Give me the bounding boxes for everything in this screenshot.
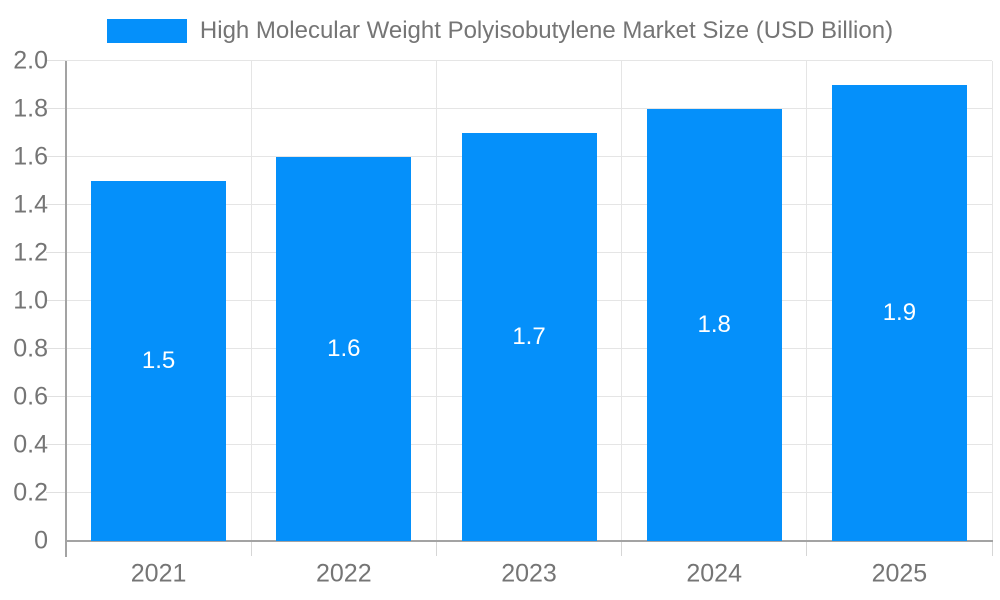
x-axis-label: 2023 <box>501 559 557 588</box>
bar[interactable] <box>646 109 782 541</box>
x-axis-tick <box>806 541 808 556</box>
y-axis-tick <box>46 396 66 397</box>
x-gridline <box>435 61 437 541</box>
y-axis-tick <box>46 300 66 301</box>
x-gridline <box>991 61 993 541</box>
y-axis-label: 1.4 <box>13 190 48 219</box>
bar[interactable] <box>831 85 967 541</box>
y-axis-label: 1.8 <box>13 94 48 123</box>
y-axis-tick <box>46 444 66 445</box>
y-axis-label: 1.2 <box>13 238 48 267</box>
x-gridline <box>621 61 623 541</box>
y-axis-tick <box>46 108 66 109</box>
y-axis-tick <box>46 348 66 349</box>
y-axis-label: 0.8 <box>13 334 48 363</box>
y-axis-tick <box>46 252 66 253</box>
bar-value-label: 1.7 <box>512 323 546 350</box>
bar-value-label: 1.9 <box>882 299 917 326</box>
x-gridline <box>806 61 808 541</box>
y-axis-label: 0 <box>34 526 48 555</box>
y-gridline <box>66 108 992 109</box>
chart-legend[interactable]: High Molecular Weight Polyisobutylene Ma… <box>0 17 1000 45</box>
bar[interactable] <box>276 157 412 541</box>
legend-swatch <box>106 19 187 43</box>
x-axis-tick <box>621 541 623 556</box>
y-axis-tick <box>46 156 66 157</box>
x-axis-label: 2025 <box>871 559 928 588</box>
x-axis-tick <box>991 541 993 556</box>
y-axis-line <box>65 61 67 557</box>
chart-title: High Molecular Weight Polyisobutylene Ma… <box>199 17 894 44</box>
x-axis-label: 2022 <box>315 559 372 588</box>
y-axis-tick <box>46 204 66 205</box>
x-axis-tick <box>435 541 437 556</box>
y-axis-label: 1.6 <box>13 142 48 171</box>
y-axis-label: 0.6 <box>13 382 48 411</box>
x-gridline <box>250 61 252 541</box>
y-axis-label: 0.2 <box>13 478 48 507</box>
y-axis-label: 1.0 <box>13 286 48 315</box>
bar[interactable] <box>91 181 227 541</box>
x-axis-label: 2024 <box>686 559 742 588</box>
y-axis-tick <box>46 492 66 493</box>
y-axis-tick <box>46 60 66 61</box>
x-axis-label: 2021 <box>130 559 187 588</box>
y-gridline <box>66 60 992 61</box>
x-axis-tick <box>250 541 252 556</box>
y-axis-label: 2.0 <box>13 46 48 75</box>
bar-value-label: 1.6 <box>327 335 361 362</box>
bar-value-label: 1.8 <box>697 311 731 338</box>
x-axis-line <box>65 540 993 542</box>
bar[interactable] <box>461 133 597 541</box>
bar-value-label: 1.5 <box>141 347 176 374</box>
y-axis-label: 0.4 <box>13 430 48 459</box>
